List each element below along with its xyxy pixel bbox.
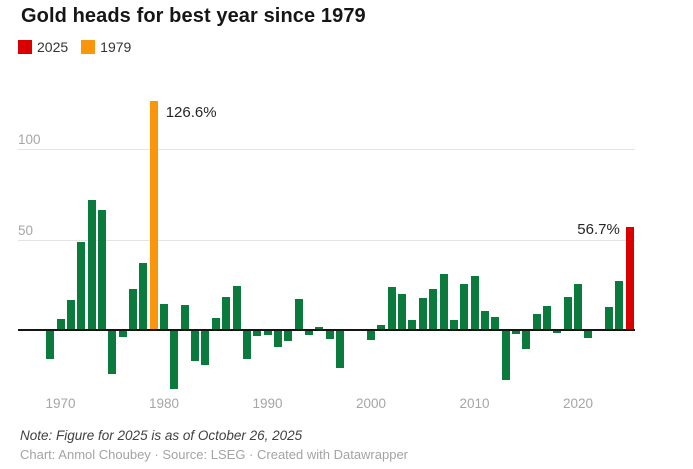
bar-2000 bbox=[367, 330, 376, 340]
bar-2023 bbox=[605, 307, 614, 330]
legend-item-1979: 1979 bbox=[81, 40, 131, 54]
credit-line: Chart: Anmol Choubey · Source: LSEG · Cr… bbox=[20, 447, 409, 462]
bar-2010 bbox=[470, 275, 479, 330]
bar-2018 bbox=[553, 330, 562, 334]
legend-label: 1979 bbox=[100, 39, 132, 55]
bar-1996 bbox=[325, 330, 334, 340]
bar-1977 bbox=[129, 288, 137, 330]
bar-2019 bbox=[563, 297, 572, 330]
bar-1984 bbox=[201, 330, 210, 365]
bar-2015 bbox=[522, 330, 531, 349]
gridline-100 bbox=[18, 149, 635, 150]
bar-2014 bbox=[511, 330, 520, 335]
bar-1979 bbox=[149, 100, 158, 330]
bar-1992 bbox=[284, 330, 293, 342]
bar-1987 bbox=[232, 285, 241, 330]
bar-1969 bbox=[46, 330, 55, 359]
bar-1997 bbox=[336, 330, 344, 368]
footnote: Note: Figure for 2025 is as of October 2… bbox=[20, 428, 303, 443]
bar-2005 bbox=[418, 297, 427, 330]
bar-2006 bbox=[429, 288, 438, 330]
bar-2025 bbox=[625, 227, 634, 330]
legend-swatch-1979 bbox=[81, 40, 96, 54]
bar-2020 bbox=[574, 284, 583, 330]
bar-1974 bbox=[97, 209, 106, 330]
bar-1982 bbox=[180, 304, 189, 330]
bar-2011 bbox=[480, 311, 489, 330]
bar-2021 bbox=[584, 330, 593, 338]
bar-1971 bbox=[66, 300, 75, 330]
bar-1985 bbox=[211, 318, 220, 330]
bar-1981 bbox=[170, 330, 179, 389]
bar-1976 bbox=[118, 330, 127, 338]
value-label-2025: 56.7% bbox=[577, 221, 620, 239]
x-tick-label-1980: 1980 bbox=[149, 396, 180, 411]
bar-2013 bbox=[501, 330, 510, 381]
bar-1975 bbox=[108, 330, 117, 374]
bar-2024 bbox=[615, 281, 624, 330]
bar-1978 bbox=[139, 262, 148, 330]
y-tick-label-100: 100 bbox=[18, 132, 41, 147]
legend-swatch-2025 bbox=[18, 40, 32, 54]
bar-1972 bbox=[77, 241, 86, 330]
bar-2003 bbox=[398, 294, 407, 330]
chart-title: Gold heads for best year since 1979 bbox=[21, 5, 366, 27]
bar-1989 bbox=[253, 330, 262, 336]
zero-baseline bbox=[18, 329, 635, 331]
bar-2004 bbox=[408, 319, 417, 330]
legend-item-2025: 2025 bbox=[18, 40, 68, 54]
bar-2008 bbox=[449, 320, 458, 330]
bar-2009 bbox=[460, 284, 469, 330]
bar-1970 bbox=[56, 318, 65, 330]
x-tick-label-1990: 1990 bbox=[252, 396, 283, 411]
bar-2017 bbox=[543, 306, 551, 330]
value-label-1979: 126.6% bbox=[165, 103, 217, 121]
bar-2001 bbox=[377, 325, 386, 330]
bar-2016 bbox=[532, 314, 541, 330]
bar-1986 bbox=[222, 297, 231, 330]
legend: 2025 1979 bbox=[18, 40, 131, 54]
bar-1980 bbox=[160, 303, 169, 330]
bar-1991 bbox=[273, 330, 282, 348]
bar-2002 bbox=[387, 287, 396, 330]
legend-label: 2025 bbox=[37, 39, 69, 55]
bar-1995 bbox=[315, 327, 324, 330]
bar-1990 bbox=[263, 330, 272, 335]
bar-1993 bbox=[294, 298, 303, 330]
gridline-50 bbox=[18, 239, 635, 241]
bar-1994 bbox=[304, 330, 313, 335]
bar-1988 bbox=[242, 330, 251, 359]
x-tick-label-1970: 1970 bbox=[45, 396, 76, 411]
x-tick-label-2010: 2010 bbox=[459, 396, 490, 411]
bar-2007 bbox=[439, 273, 448, 330]
bar-1983 bbox=[191, 330, 200, 361]
x-tick-label-2020: 2020 bbox=[563, 396, 594, 411]
bar-1998 bbox=[346, 330, 355, 332]
x-tick-label-2000: 2000 bbox=[356, 396, 387, 411]
bar-1973 bbox=[87, 199, 96, 330]
y-tick-label-50: 50 bbox=[18, 222, 34, 238]
bar-2012 bbox=[491, 317, 500, 330]
